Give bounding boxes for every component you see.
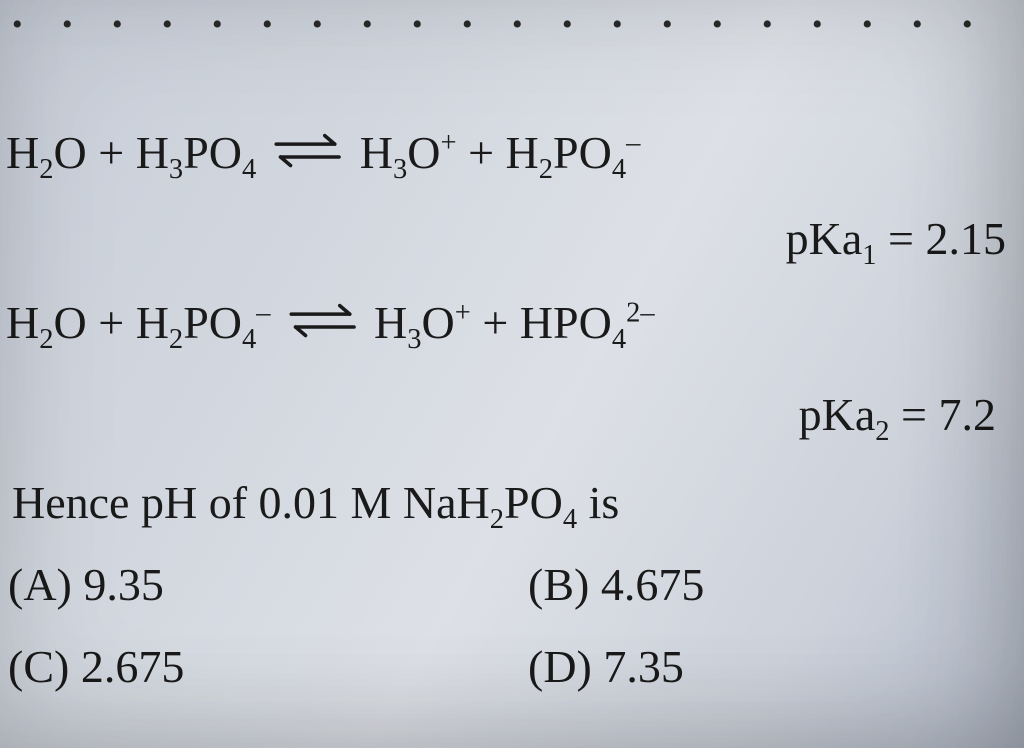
txt: Hence pH of 0.01 M NaH — [12, 477, 490, 528]
txt: H — [136, 127, 169, 178]
sub: 4 — [563, 504, 577, 535]
eq1-lhs-h2o: H2O — [6, 127, 98, 178]
pka2: pKa2 = 7.2 — [799, 388, 996, 441]
eq2-rhs-hpo4: HPO42– — [520, 297, 655, 348]
sub: 2 — [39, 154, 53, 185]
sub: 3 — [407, 324, 421, 355]
pka-label: pKa — [799, 389, 876, 440]
txt: H — [6, 297, 39, 348]
sub: 3 — [393, 154, 407, 185]
txt: PO — [553, 127, 612, 178]
txt: O — [407, 127, 440, 178]
txt: HPO — [520, 297, 612, 348]
txt: PO — [183, 127, 242, 178]
txt: H — [374, 297, 407, 348]
eq1-rhs-h3o: H3O+ — [360, 127, 468, 178]
eq-sign: = — [877, 213, 926, 264]
option-d[interactable]: (D) 7.35 — [528, 640, 968, 693]
sub: 2 — [539, 154, 553, 185]
equation-2: H2O + H2PO4– H3O+ + HPO42– — [6, 298, 655, 349]
sub: 2 — [39, 324, 53, 355]
sup: – — [626, 128, 640, 159]
eq2-rhs-h3o: H3O+ — [374, 297, 482, 348]
plus: + — [468, 127, 505, 178]
sub: 4 — [242, 324, 256, 355]
pka-label: pKa — [786, 213, 863, 264]
option-b[interactable]: (B) 4.675 — [528, 558, 968, 611]
eq2-lhs-h2o: H2O — [6, 297, 98, 348]
equilibrium-arrow-icon — [287, 298, 358, 342]
pka1: pKa1 = 2.15 — [786, 212, 1006, 265]
txt: H — [506, 127, 539, 178]
txt: PO — [504, 477, 563, 528]
sup: + — [440, 128, 456, 159]
pka-value: 2.15 — [926, 213, 1007, 264]
txt: O — [54, 127, 87, 178]
txt: H — [6, 127, 39, 178]
options-row-2: (C) 2.675 (D) 7.35 — [8, 640, 968, 693]
plus: + — [98, 127, 135, 178]
option-a[interactable]: (A) 9.35 — [8, 558, 528, 611]
eq1-rhs-h2po4: H2PO4– — [506, 127, 641, 178]
sup: + — [455, 298, 471, 329]
sub: 2 — [875, 416, 889, 447]
sub: 2 — [490, 504, 504, 535]
eq2-lhs-h2po4: H2PO4– — [136, 297, 282, 348]
sub: 2 — [169, 324, 183, 355]
paper-vignette — [0, 0, 1024, 748]
sup: 2– — [626, 298, 655, 329]
equilibrium-arrow-icon — [272, 128, 343, 172]
txt: O — [54, 297, 87, 348]
txt: O — [422, 297, 455, 348]
options-row-1: (A) 9.35 (B) 4.675 — [8, 558, 968, 611]
txt: is — [577, 477, 619, 528]
txt: H — [136, 297, 169, 348]
txt: PO — [183, 297, 242, 348]
question-page: • • • • • • • • • • • • • • • • • • • • … — [0, 0, 1024, 748]
perforation-dots: • • • • • • • • • • • • • • • • • • • • … — [12, 8, 1012, 42]
question-prompt: Hence pH of 0.01 M NaH2PO4 is — [12, 476, 619, 529]
pka-value: 7.2 — [939, 389, 997, 440]
sub: 3 — [169, 154, 183, 185]
eq-sign: = — [890, 389, 939, 440]
sub: 4 — [612, 154, 626, 185]
equation-1: H2O + H3PO4 H3O+ + H2PO4– — [6, 128, 640, 179]
option-c[interactable]: (C) 2.675 — [8, 640, 528, 693]
sub: 1 — [862, 240, 876, 271]
plus: + — [482, 297, 519, 348]
sup: – — [256, 298, 270, 329]
eq1-lhs-h3po4: H3PO4 — [136, 127, 268, 178]
txt: H — [360, 127, 393, 178]
sub: 4 — [612, 324, 626, 355]
plus: + — [98, 297, 135, 348]
sub: 4 — [242, 154, 256, 185]
